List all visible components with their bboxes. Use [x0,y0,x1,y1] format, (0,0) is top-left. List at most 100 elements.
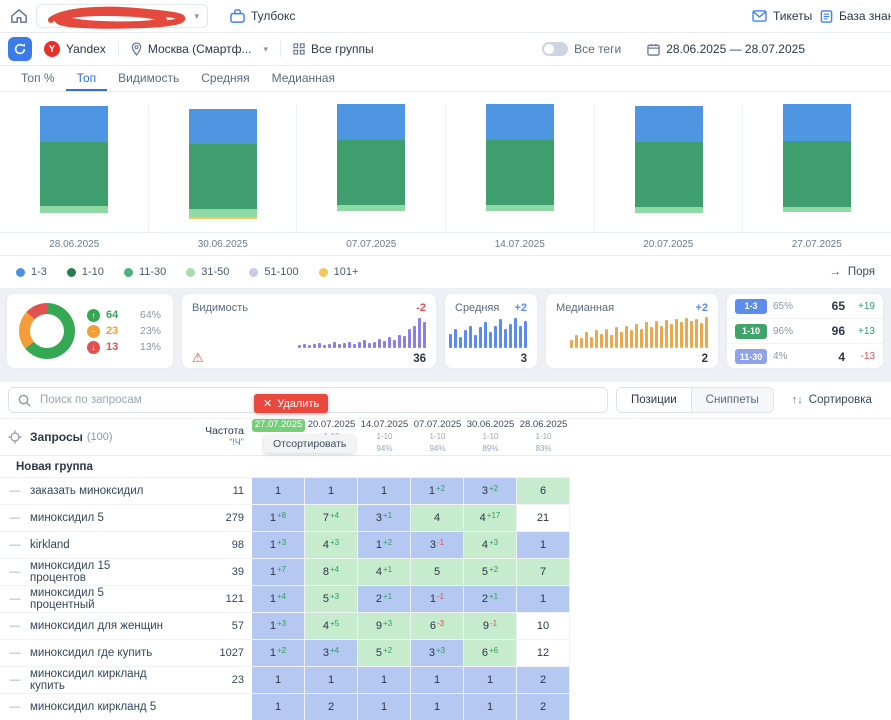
spacer [0,374,891,382]
date-column-header[interactable]: 30.06.2025 1-10 89% [464,419,517,455]
tickets-link[interactable]: Тикеты [752,9,812,23]
row-drag-handle[interactable]: — [9,593,21,605]
top-range-row[interactable]: 1-3 65% 65 +19 [727,294,883,319]
date-range-picker[interactable]: 28.06.2025 — 28.07.2025 [647,42,805,56]
position-value: 1 [380,674,388,686]
legend-item[interactable]: 101+ [318,266,358,278]
sort-button[interactable]: ↑↓ Сортировка [782,394,882,406]
median-card[interactable]: Медианная +2 2 [545,293,719,369]
row-drag-handle[interactable]: — [9,566,21,578]
spark-bar [675,319,678,348]
legend-item[interactable]: 11-30 [123,266,166,278]
query-text: миноксидил где купить [30,647,153,659]
query-cell[interactable]: kirkland [30,532,195,558]
chart-column [446,104,595,232]
query-cell[interactable]: миноксидил 15 процентов [30,559,195,585]
spark-bar [398,335,401,348]
frequency-column-header[interactable]: Частота "!Ч" [195,419,252,455]
spark-bar [660,326,663,348]
chart-date-label: 14.07.2025 [494,238,545,250]
position-cell: 4 +3 [464,532,517,558]
positions-tab[interactable]: Позиции [617,388,692,412]
toolbox-link[interactable]: Тулбокс [230,9,295,23]
table-toolbar: Позиции Сниппеты ↑↓ Сортировка Фильтр [0,382,891,418]
query-cell[interactable]: заказать миноксидил [30,478,195,504]
query-cell[interactable]: миноксидил киркланд 5 [30,694,195,720]
group-row[interactable]: Новая группа [0,456,570,478]
spark-bar [454,329,457,348]
knowledge-base-link[interactable]: База знаний [820,9,891,23]
row-drag-handle[interactable]: — [9,512,21,524]
queries-column-header[interactable]: Запросы (100) [30,419,195,455]
query-cell[interactable]: миноксидил 5 процентный [30,586,195,612]
query-cell[interactable]: миноксидил где купить [30,640,195,666]
chart-bar-segment [783,104,852,141]
spark-bar [650,327,653,348]
target-icon[interactable] [0,419,30,455]
frequency-cell: 98 [231,539,244,551]
position-value: 1 [380,485,388,497]
legend-item[interactable]: 1-3 [16,266,47,278]
position-delta: -1 [490,618,498,628]
delete-button[interactable]: ✕ Удалить [254,394,329,413]
position-cell: 5 +2 [464,559,517,585]
tab[interactable]: Топ % [21,70,55,85]
legend-item[interactable]: 51-100 [249,266,299,278]
tab[interactable]: Видимость [118,70,180,85]
tab[interactable]: Топ [65,66,108,91]
refresh-button[interactable] [8,37,32,61]
query-cell[interactable]: миноксидил 5 [30,505,195,531]
query-row: — миноксидил 15 процентов 39 1 +7 8 +4 4 +1 5 5 +2 7 [0,559,570,586]
chart-bar[interactable] [188,109,257,219]
donut-legend: ↑ 64 64% −23 23% ↓ 13 13% [87,308,161,354]
query-row: — миноксидил где купить 1027 1 +2 3 +4 5 +2 3 +3 6 +… [0,640,570,667]
groups-selector[interactable]: Все группы [293,42,374,56]
search-icon [18,394,31,407]
top-range-row[interactable]: 1-10 96% 96 +13 [727,319,883,344]
frequency-cell: 39 [231,566,244,578]
row-drag-handle[interactable]: — [9,539,21,551]
position-value: 1 [539,539,547,551]
spark-bar [469,326,472,348]
position-cell: 1 [305,667,358,693]
query-text: миноксидил киркланд 5 [30,701,157,713]
row-drag-handle[interactable]: — [9,647,21,659]
date-column-header[interactable]: 07.07.2025 1-10 94% [411,419,464,455]
date-column-header[interactable]: 14.07.2025 1-10 94% [358,419,411,455]
searcher-selector[interactable]: Y Yandex [44,41,106,57]
chart-bar[interactable] [485,104,554,211]
legend-item[interactable]: 31-50 [186,266,229,278]
refresh-icon [14,43,26,55]
top-range-row[interactable]: 11-30 4% 4 -13 [727,344,883,368]
row-drag-handle[interactable]: — [9,674,21,686]
snippets-tab[interactable]: Сниппеты [691,388,773,412]
row-drag-handle[interactable]: — [9,701,21,713]
position-cell: 1 +4 [252,586,305,612]
position-cell: 1 +3 [252,532,305,558]
row-drag-handle[interactable]: — [9,620,21,632]
position-cell: 1 +2 [411,478,464,504]
tab[interactable]: Средняя [201,70,250,85]
chart-bar[interactable] [39,106,108,213]
region-selector[interactable]: Москва (Смартф... ▾ [131,42,268,56]
position-delta: +4 [330,510,340,520]
date-column-header[interactable]: 28.06.2025 1-10 83% [517,419,570,455]
visibility-card[interactable]: Видимость -2 ⚠ 36 [181,293,437,369]
position-value: 1 [486,674,494,686]
chart-bar[interactable] [783,104,852,212]
order-link[interactable]: → Поря [829,266,875,278]
row-drag-handle[interactable]: — [9,485,21,497]
chart-bar[interactable] [337,104,406,211]
chart-bar[interactable] [634,106,703,213]
project-selector[interactable]: ▾ [36,4,208,29]
tab[interactable]: Медианная [271,70,335,85]
spark-bar [610,335,613,348]
average-card[interactable]: Средняя +2 3 [444,293,538,369]
legend-item[interactable]: 1-10 [66,266,104,278]
position-cell: 3 +3 [411,640,464,666]
home-icon[interactable] [10,8,28,24]
tags-toggle[interactable]: Все теги [542,42,621,56]
position-value: 2 [539,674,547,686]
query-cell[interactable]: миноксидил киркланд купить [30,667,195,693]
query-cell[interactable]: миноксидил для женщин [30,613,195,639]
